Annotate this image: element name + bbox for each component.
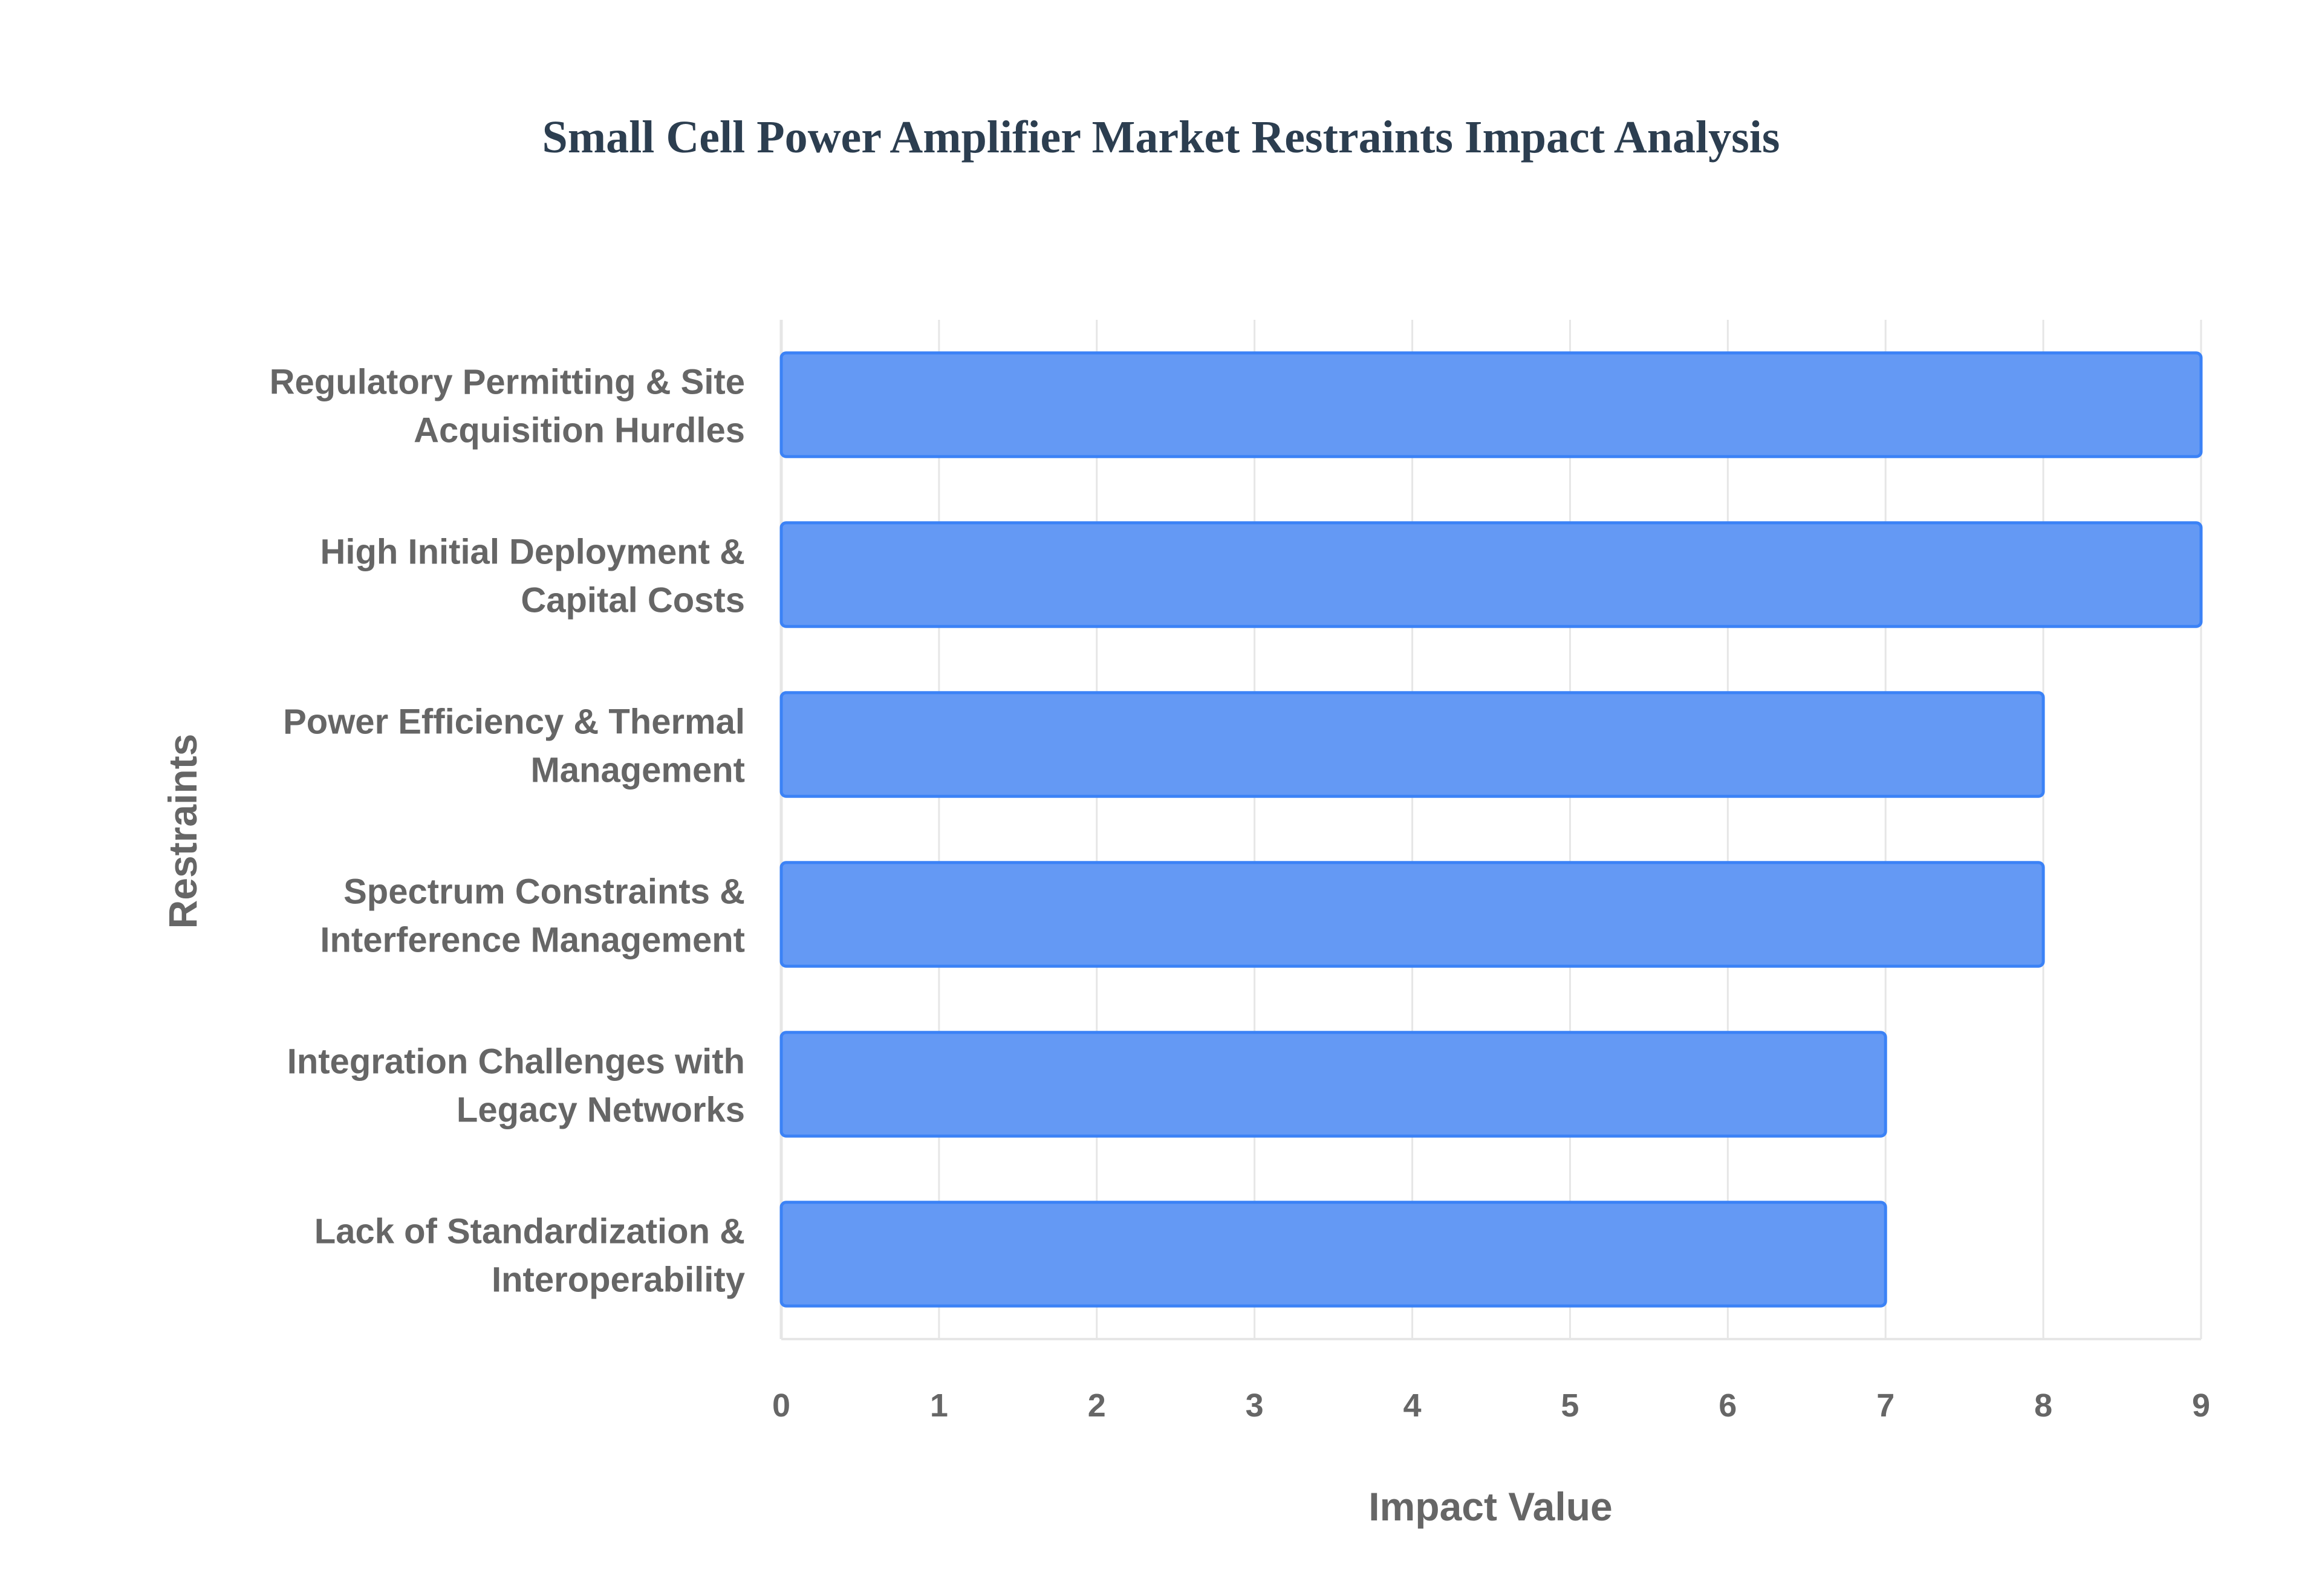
x-tick-label: 9 (2192, 1387, 2210, 1424)
category-label: Lack of Standardization & (314, 1212, 745, 1251)
x-tick-label: 6 (1719, 1387, 1737, 1424)
category-label: Interoperability (492, 1260, 745, 1300)
chart-title: Small Cell Power Amplifier Market Restra… (542, 112, 1780, 163)
bar (779, 351, 2203, 458)
bar (779, 521, 2203, 628)
x-tick-label: 3 (1246, 1387, 1264, 1424)
bar (779, 691, 2045, 798)
x-tick-label: 5 (1561, 1387, 1579, 1424)
x-tick-labels: 0 1 2 3 4 5 6 7 8 9 (772, 1387, 2210, 1424)
category-label: Regulatory Permitting & Site (270, 363, 745, 402)
category-label: Acquisition Hurdles (414, 411, 745, 450)
category-label: Integration Challenges with (287, 1042, 745, 1082)
category-label: Capital Costs (521, 581, 745, 620)
y-axis-title: Restraints (160, 734, 205, 929)
category-label: Spectrum Constraints & (343, 872, 745, 912)
category-label: Interference Management (320, 921, 745, 960)
category-label: High Initial Deployment & (320, 533, 746, 572)
category-label: Legacy Networks (457, 1091, 745, 1130)
category-labels: Regulatory Permitting & Site Acquisition … (270, 363, 745, 1300)
x-tick-label: 1 (930, 1387, 948, 1424)
x-tick-label: 7 (1876, 1387, 1894, 1424)
bar (779, 1031, 1887, 1138)
category-label: Power Efficiency & Thermal (283, 702, 745, 742)
grid-lines (779, 320, 2202, 1340)
bar (779, 861, 2045, 968)
x-tick-label: 0 (772, 1387, 790, 1424)
x-tick-label: 8 (2034, 1387, 2052, 1424)
x-tick-label: 2 (1088, 1387, 1106, 1424)
bar (779, 1201, 1887, 1308)
x-axis-title: Impact Value (1368, 1484, 1613, 1529)
category-label: Management (530, 751, 745, 790)
bars (779, 351, 2203, 1308)
x-tick-label: 4 (1403, 1387, 1422, 1424)
